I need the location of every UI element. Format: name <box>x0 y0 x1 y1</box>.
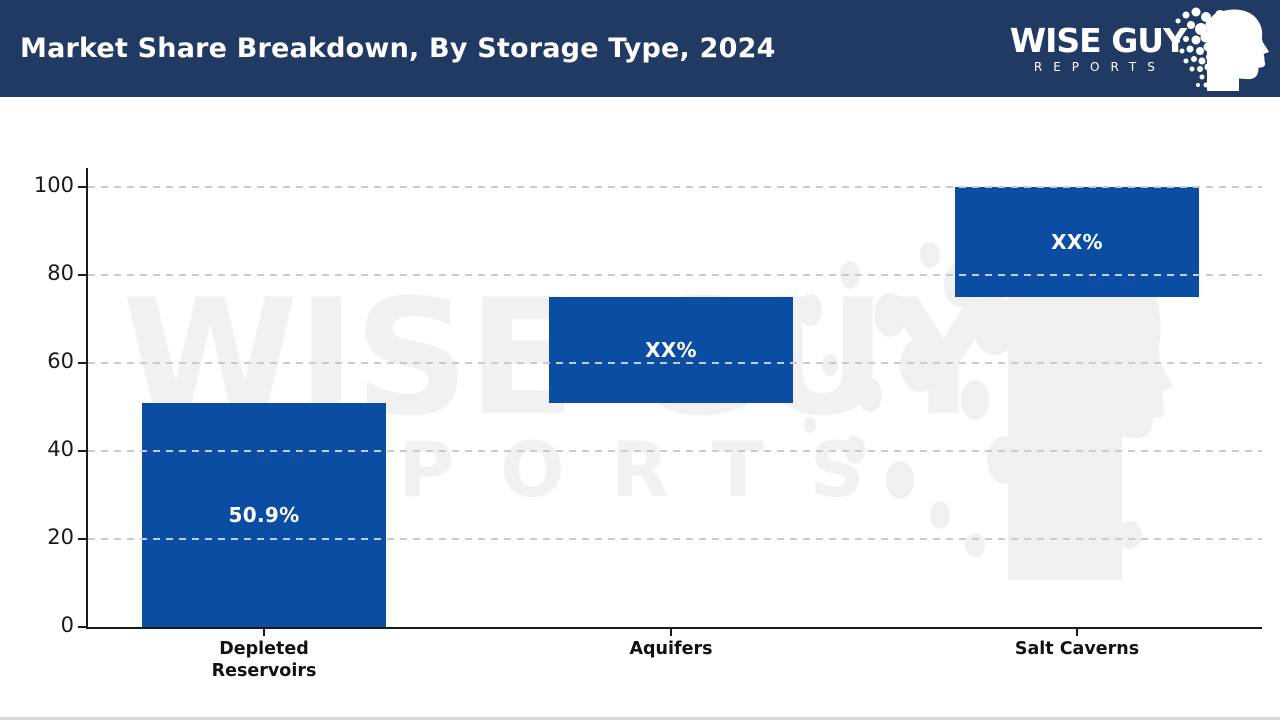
gridline-y-80 <box>88 274 1262 276</box>
x-axis-tick-mark <box>670 629 672 636</box>
bar-aquifers: XX% <box>549 297 793 404</box>
y-axis-tick-mark <box>78 186 86 188</box>
y-axis-tick-mark <box>78 362 86 364</box>
bar-value-label: XX% <box>1051 230 1103 254</box>
y-axis-tick-label: 20 <box>47 525 74 549</box>
gridline-y-100 <box>88 186 1262 188</box>
bottom-rule <box>0 717 1280 720</box>
y-axis-tick-label: 40 <box>47 437 74 461</box>
y-axis-tick-label: 100 <box>33 173 74 197</box>
bar-value-label: XX% <box>645 338 697 363</box>
bar-depleted-reservoirs: 50.9% <box>142 403 386 627</box>
bar-value-label: 50.9% <box>228 503 300 527</box>
bar-salt-caverns: XX% <box>955 187 1199 297</box>
logo-text: WISE GUY REPORTS <box>1009 21 1187 74</box>
x-axis-tick-mark <box>263 629 265 636</box>
wiseguy-logo: WISE GUY REPORTS <box>1010 7 1272 91</box>
y-axis-tick-mark <box>78 626 86 628</box>
gridline-y-20 <box>88 538 1262 540</box>
gridline-y-40 <box>88 450 1262 452</box>
x-axis-line <box>86 627 1262 629</box>
logo-reports-label: REPORTS <box>1033 60 1166 74</box>
x-axis-category-label-aquifers: Aquifers <box>629 639 713 659</box>
y-axis-tick-label: 0 <box>60 613 74 637</box>
x-axis-tick-mark <box>1076 629 1078 636</box>
y-axis-tick-mark <box>78 274 86 276</box>
y-axis-tick-mark <box>78 538 86 540</box>
y-axis-tick-label: 60 <box>47 349 74 373</box>
y-axis-tick-mark <box>78 450 86 452</box>
gridline-y-60 <box>88 362 1262 364</box>
chart-title: Market Share Breakdown, By Storage Type,… <box>20 33 776 64</box>
logo-wiseguy-label: WISE GUY <box>1009 21 1187 60</box>
x-axis-category-label-salt-caverns: Salt Caverns <box>1014 639 1140 659</box>
header-bar: Market Share Breakdown, By Storage Type,… <box>0 0 1280 97</box>
y-axis-tick-label: 80 <box>47 261 74 285</box>
x-axis-category-label-depleted-reservoirs: Depleted Reservoirs <box>211 639 317 681</box>
logo-face-icon <box>1175 7 1269 91</box>
y-axis-line <box>86 168 88 629</box>
